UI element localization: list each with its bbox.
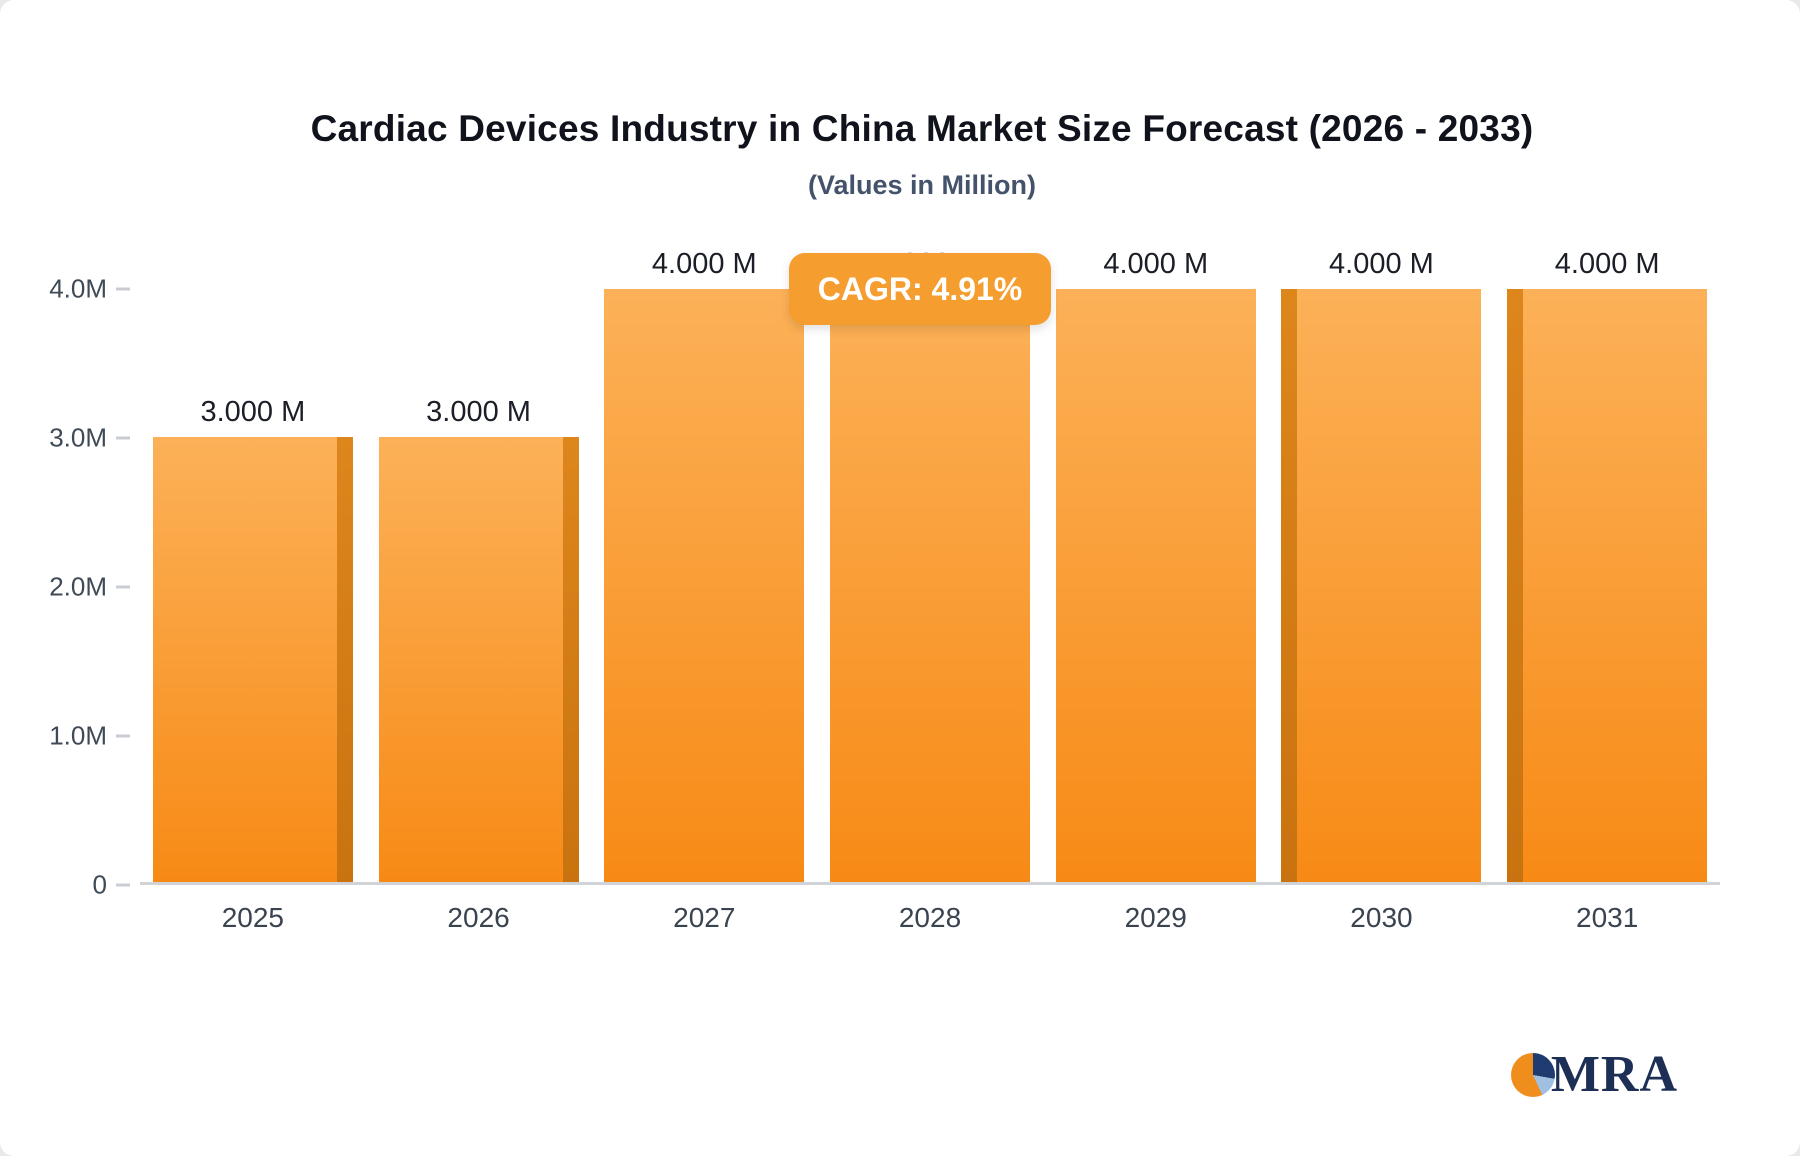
bar-2027: 4.000 M	[604, 248, 805, 882]
y-tick-label: 0	[92, 869, 107, 900]
bar-2026: 3.000 M	[378, 396, 579, 882]
y-tick-label: 2.0M	[49, 571, 107, 602]
plot-area: 3.000 M 3.000 M 4.000 M 4.000 M 4.000 M 4.000…	[140, 248, 1720, 885]
x-axis-label: 2028	[898, 902, 962, 933]
logo-pie-icon	[1510, 1052, 1555, 1097]
bar-value-label: 3.000 M	[426, 396, 531, 429]
x-axis-label: 2031	[1576, 902, 1639, 933]
bar-slot: 4.000 M	[591, 248, 817, 882]
x-axis-label: 2029	[1124, 902, 1187, 933]
tick-mark	[116, 585, 130, 589]
tick-mark	[116, 883, 130, 887]
logo-text: MRA	[1550, 1046, 1678, 1103]
tick-mark	[116, 436, 130, 440]
bar-value-label: 4.000 M	[1554, 248, 1660, 280]
chart-subtitle: (Values in Million)	[807, 170, 1037, 200]
bar-slot: 4.000 M	[817, 248, 1043, 882]
x-axis-label: 2027	[673, 902, 736, 933]
cagr-badge: CAGR: 4.91%	[789, 253, 1051, 325]
y-axis: 0 1.0M 2.0M 3.0M 4.0M	[0, 274, 130, 900]
y-tick-label: 4.0M	[49, 273, 107, 304]
bar-slot: 4.000 M	[1269, 248, 1495, 882]
y-tick: 0	[37, 870, 130, 901]
y-tick: 2.0M	[37, 572, 130, 603]
bar-2028: 4.000 M	[830, 248, 1031, 882]
bar-2025: 3.000 M	[152, 396, 353, 882]
bar-slot: 4.000 M	[1494, 248, 1720, 882]
x-axis: 2025 2026 2027 2028 2029 2030 2031	[140, 902, 1720, 934]
x-axis-label: 2026	[447, 902, 510, 933]
x-axis-label: 2025	[221, 902, 284, 933]
y-tick: 3.0M	[37, 423, 130, 454]
y-tick-label: 1.0M	[49, 720, 107, 751]
bar-2031: 4.000 M	[1507, 248, 1708, 882]
y-tick: 4.0M	[37, 274, 130, 305]
brand-logo: MRA	[1510, 1045, 1678, 1104]
bar-value-label: 4.000 M	[1103, 248, 1209, 280]
tick-mark	[116, 287, 130, 291]
x-axis-label: 2030	[1350, 902, 1413, 933]
bar-value-label: 4.000 M	[1329, 248, 1434, 280]
bar-2029: 4.000 M	[1055, 248, 1256, 882]
bar-slot: 3.000 M	[140, 289, 366, 882]
y-tick-label: 3.0M	[49, 422, 107, 453]
page-title: Cardiac Devices Industry in China Market…	[310, 108, 1534, 149]
y-tick: 1.0M	[37, 721, 130, 752]
bar-2030: 4.000 M	[1281, 248, 1482, 882]
bar-value-label: 4.000 M	[651, 248, 757, 280]
tick-mark	[116, 734, 130, 738]
bar-slot: 4.000 M	[1043, 248, 1269, 882]
bar-slot: 3.000 M	[366, 289, 592, 882]
bar-value-label: 3.000 M	[200, 396, 306, 429]
